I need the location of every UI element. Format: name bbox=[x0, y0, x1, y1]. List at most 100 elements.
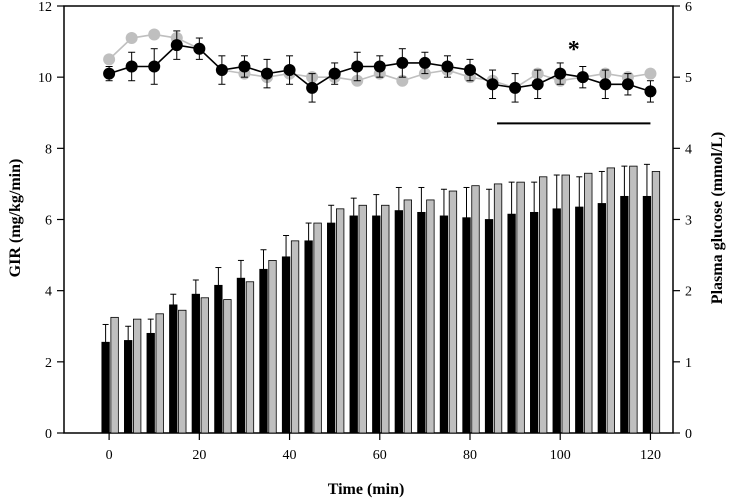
glucose-point bbox=[103, 67, 116, 80]
bar bbox=[290, 240, 300, 434]
bar-error-bars bbox=[102, 163, 650, 343]
bar bbox=[552, 208, 561, 434]
glucose-point bbox=[238, 60, 251, 73]
bar bbox=[169, 304, 178, 434]
glucose-point bbox=[125, 60, 138, 73]
glucose-point bbox=[644, 67, 657, 80]
bar bbox=[484, 219, 494, 434]
glucose-point bbox=[103, 53, 116, 66]
glucose-point bbox=[306, 81, 319, 94]
y2-tick-label: 3 bbox=[685, 214, 692, 229]
glucose-point bbox=[531, 78, 544, 91]
x-tick-label: 40 bbox=[283, 448, 297, 463]
bar bbox=[381, 204, 390, 434]
glucose-point bbox=[396, 74, 409, 87]
bar bbox=[313, 222, 322, 434]
y-tick-label: 10 bbox=[38, 71, 52, 86]
y-tick-label: 12 bbox=[38, 0, 52, 15]
glucose-point bbox=[148, 60, 161, 73]
bar bbox=[191, 293, 200, 434]
glucose-point bbox=[576, 71, 589, 84]
bar bbox=[223, 299, 232, 434]
bar bbox=[471, 185, 480, 434]
y-axis-title: GIR (mg/kg/min) bbox=[7, 159, 24, 278]
x-tick-label: 120 bbox=[640, 448, 661, 463]
glucose-point bbox=[554, 67, 567, 80]
glucose-point bbox=[215, 64, 228, 77]
significance-asterisk: * bbox=[568, 37, 580, 63]
glucose-point bbox=[418, 56, 431, 69]
y-tick-label: 8 bbox=[45, 142, 52, 157]
bar bbox=[642, 195, 652, 434]
bar bbox=[110, 316, 119, 434]
significance-annotations: * bbox=[497, 37, 651, 125]
bar bbox=[597, 203, 606, 434]
glucose-point bbox=[261, 67, 273, 80]
bar bbox=[358, 204, 367, 434]
bar bbox=[462, 217, 471, 434]
bar bbox=[426, 199, 435, 434]
axes bbox=[57, 5, 680, 440]
x-tick-label: 20 bbox=[192, 448, 206, 463]
x-tick-label: 60 bbox=[373, 448, 387, 463]
glucose-point bbox=[125, 32, 138, 45]
bar bbox=[561, 174, 570, 434]
glucose-point bbox=[464, 64, 476, 77]
y2-tick-label: 4 bbox=[685, 142, 692, 157]
bar bbox=[178, 309, 187, 434]
bar bbox=[124, 340, 133, 434]
glucose-point bbox=[644, 85, 657, 98]
bar bbox=[448, 190, 458, 434]
y-tick-label: 4 bbox=[45, 285, 52, 300]
glucose-point bbox=[441, 60, 454, 73]
bar bbox=[584, 172, 593, 434]
glucose-point bbox=[193, 42, 206, 55]
bar bbox=[259, 268, 268, 434]
glucose-point bbox=[283, 64, 296, 77]
glucose-point bbox=[373, 60, 386, 73]
glucose-point bbox=[599, 78, 612, 91]
bar bbox=[394, 210, 403, 434]
y-tick-label: 6 bbox=[45, 214, 52, 229]
bar bbox=[336, 208, 345, 434]
y2-tick-label: 5 bbox=[685, 71, 692, 86]
bar bbox=[507, 213, 516, 434]
glucose-point bbox=[486, 78, 499, 91]
bar bbox=[651, 171, 661, 434]
x-axis-title: Time (min) bbox=[328, 481, 405, 498]
bar bbox=[304, 240, 313, 434]
bars bbox=[101, 165, 661, 434]
y2-tick-label: 1 bbox=[685, 356, 692, 371]
glucose-point bbox=[148, 28, 161, 41]
bar bbox=[620, 195, 629, 434]
y-tick-label: 0 bbox=[45, 427, 52, 442]
bar bbox=[575, 206, 584, 434]
y2-tick-label: 2 bbox=[685, 285, 692, 300]
bar bbox=[439, 215, 449, 434]
glucose-lines bbox=[103, 28, 657, 103]
bar bbox=[493, 183, 503, 434]
bar bbox=[629, 165, 638, 434]
bar bbox=[236, 277, 246, 434]
bar bbox=[133, 318, 142, 434]
bar bbox=[101, 341, 110, 434]
glucose-point bbox=[396, 56, 409, 69]
bar bbox=[155, 313, 164, 434]
bar bbox=[539, 176, 548, 434]
bar bbox=[268, 260, 277, 434]
bar bbox=[146, 332, 155, 434]
bar bbox=[530, 211, 539, 434]
y2-axis-title: Plasma glucose (mmol/L) bbox=[709, 132, 726, 304]
bar bbox=[281, 256, 291, 434]
bar bbox=[403, 199, 412, 434]
x-tick-label: 100 bbox=[550, 448, 571, 463]
glucose-point bbox=[621, 78, 634, 91]
glucose-point bbox=[509, 81, 522, 94]
bar bbox=[372, 215, 381, 434]
glucose-point bbox=[351, 60, 364, 73]
bar bbox=[245, 281, 255, 434]
bar bbox=[214, 284, 223, 434]
y2-tick-label: 0 bbox=[685, 427, 692, 442]
